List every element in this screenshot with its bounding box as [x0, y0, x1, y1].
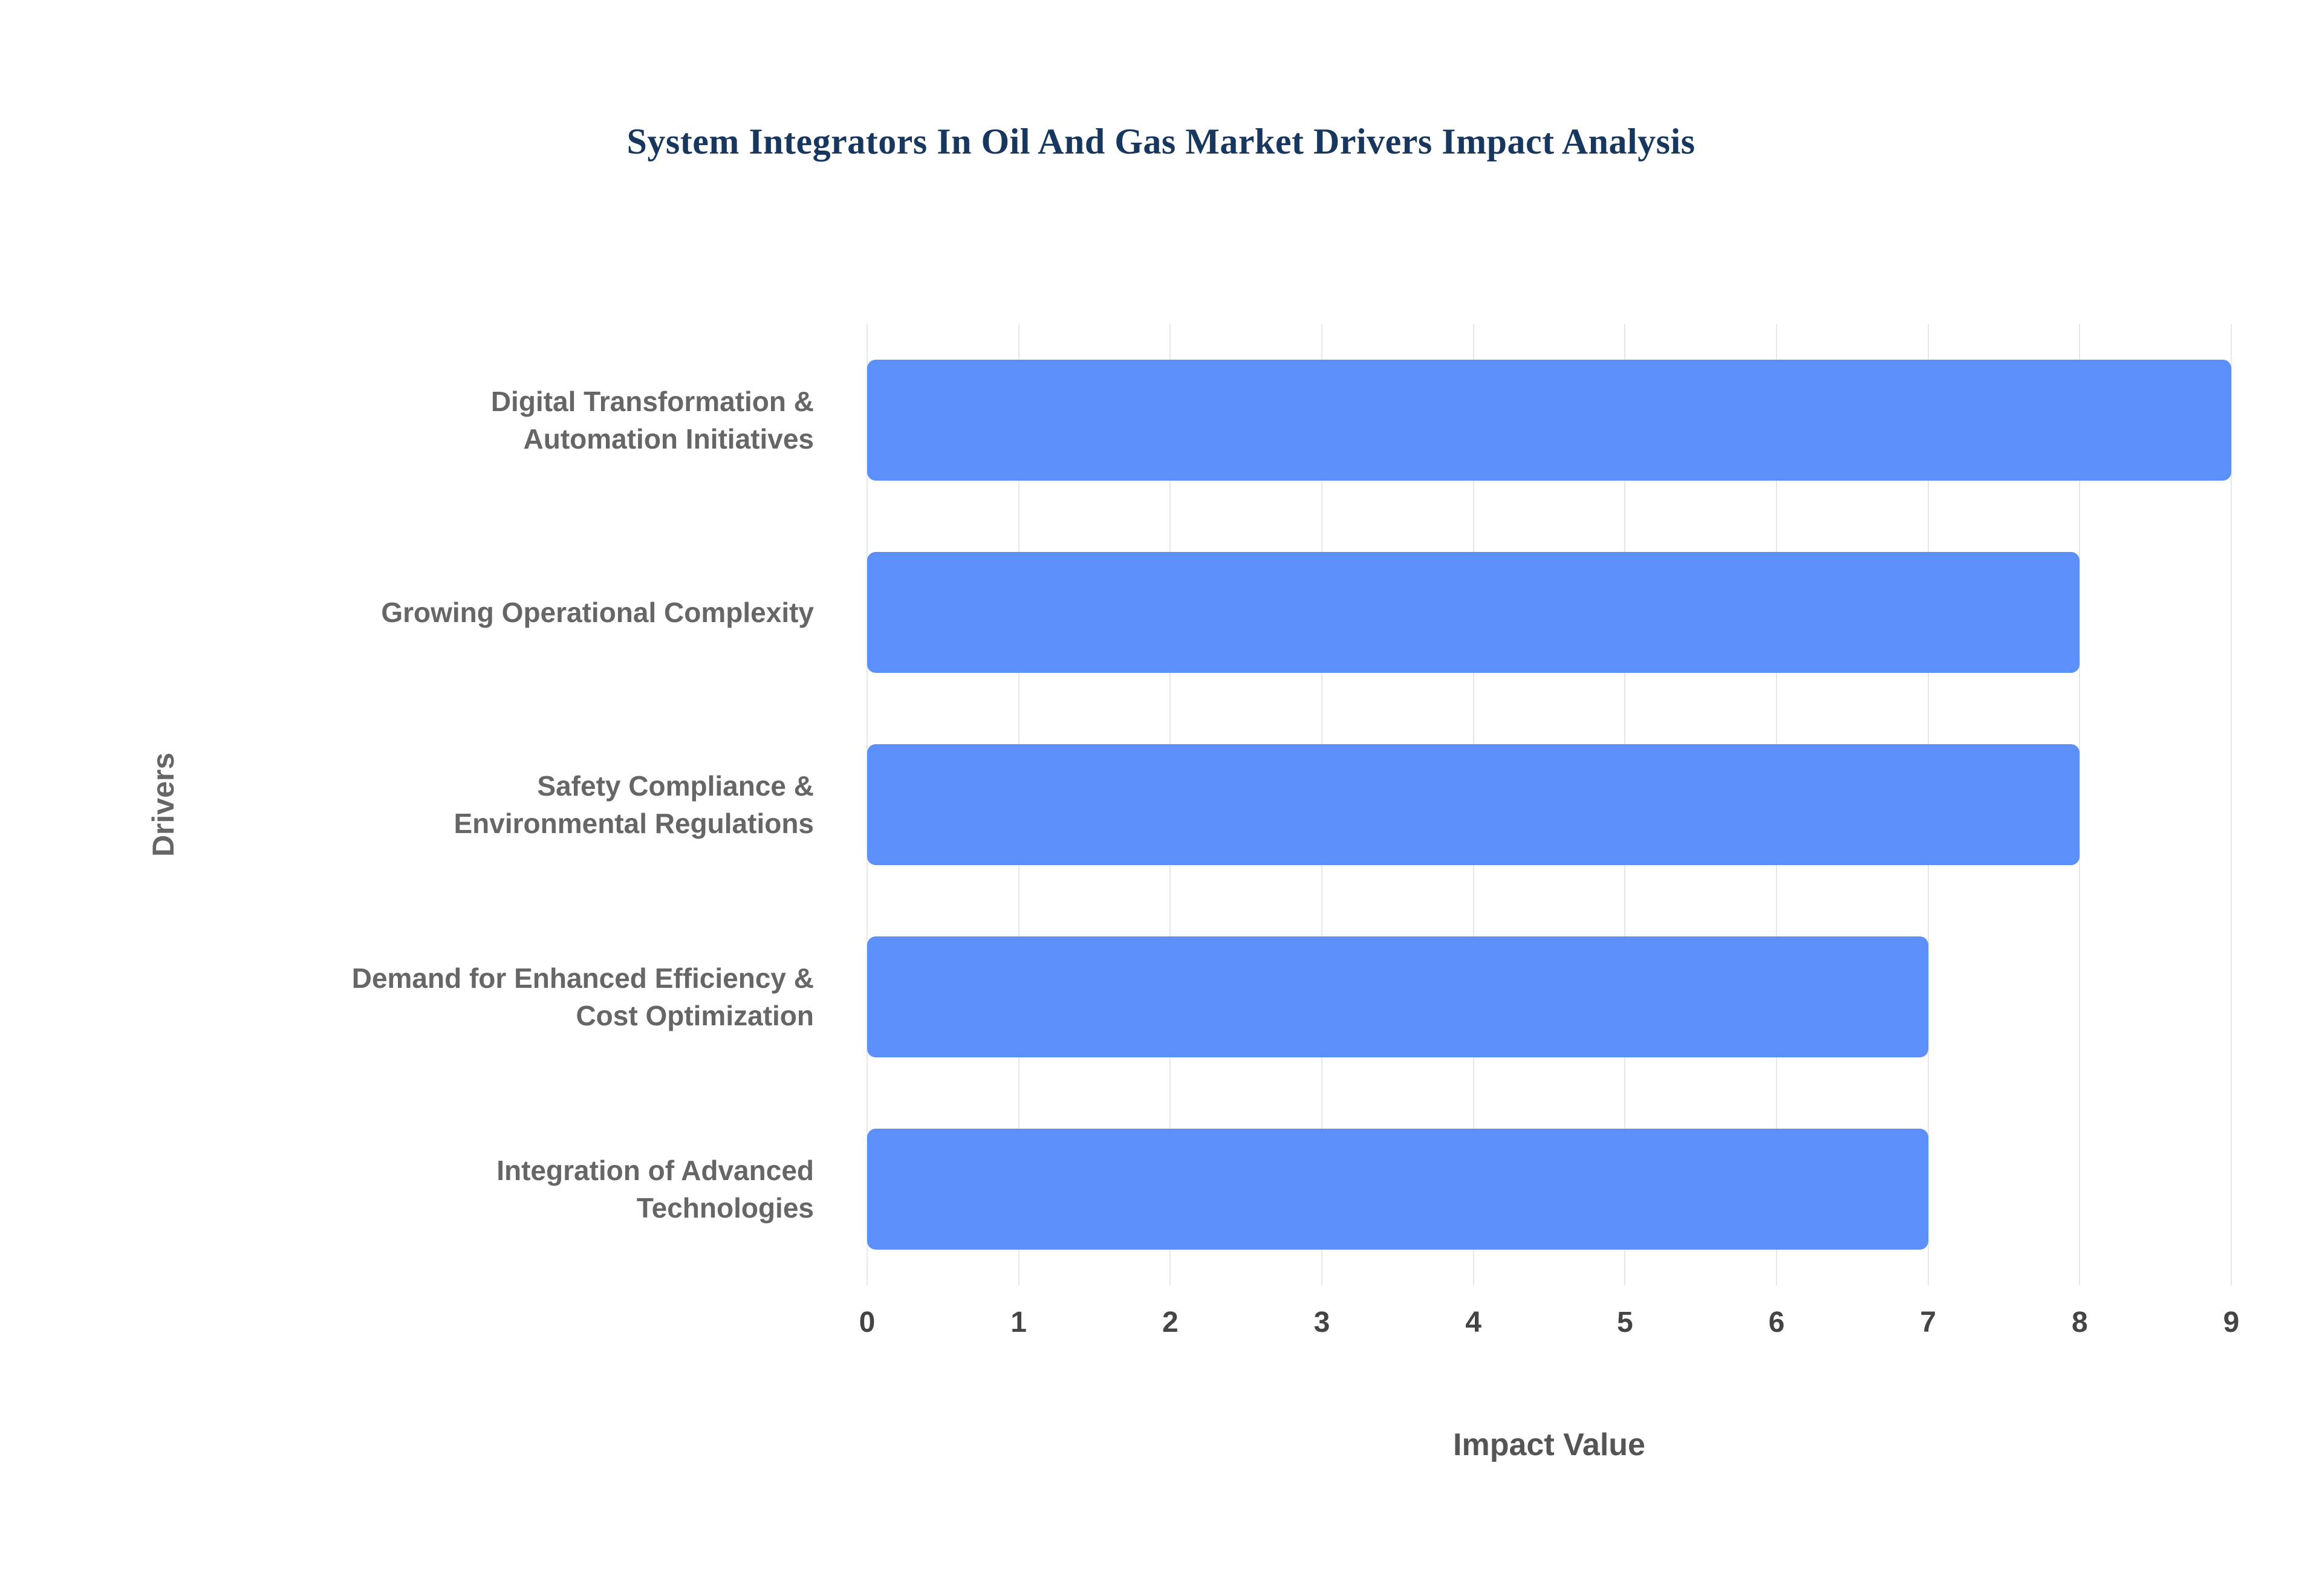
category-label: Demand for Enhanced Efficiency & Cost Op…	[351, 962, 814, 1031]
category-label: Safety Compliance & Environmental Regula…	[454, 770, 814, 839]
bar-row	[867, 516, 2231, 709]
x-tick-label: 2	[1162, 1306, 1179, 1338]
gridline	[2079, 324, 2081, 1285]
x-tick-label: 1	[1010, 1306, 1027, 1338]
plot-area	[867, 324, 2232, 1285]
category-label: Integration of Advanced Technologies	[496, 1154, 814, 1224]
bar-row	[867, 324, 2231, 516]
bar-advanced-technologies	[867, 1129, 1928, 1250]
x-axis-ticks: 0 1 2 3 4 5 6 7 8 9	[859, 1306, 2240, 1348]
bar-row	[867, 901, 2231, 1093]
bar-series	[867, 324, 2231, 1285]
x-tick-label: 8	[2071, 1306, 2088, 1338]
bar-safety-compliance	[867, 744, 2080, 865]
bar-row	[867, 709, 2231, 901]
category-label: Digital Transformation & Automation Init…	[490, 385, 814, 455]
y-axis-title: Drivers	[127, 324, 200, 1285]
bar-row	[867, 1093, 2231, 1285]
gridline	[2231, 324, 2232, 1285]
x-tick-label: 7	[1920, 1306, 1937, 1338]
bar-digital-transformation	[867, 360, 2231, 481]
y-axis-title-text: Drivers	[146, 752, 180, 857]
x-tick-label: 5	[1616, 1306, 1633, 1338]
chart-title: System Integrators In Oil And Gas Market…	[626, 122, 1696, 161]
x-tick-label: 9	[2223, 1306, 2240, 1338]
x-tick-label: 0	[859, 1306, 876, 1338]
bar-operational-complexity	[867, 552, 2080, 673]
category-axis: Digital Transformation & Automation Init…	[339, 324, 841, 1285]
bar-enhanced-efficiency	[867, 936, 1928, 1057]
x-axis-title: Impact Value	[1453, 1427, 1645, 1462]
x-tick-label: 4	[1465, 1306, 1482, 1338]
category-label: Growing Operational Complexity	[381, 596, 814, 628]
x-tick-label: 6	[1768, 1306, 1785, 1338]
x-tick-label: 3	[1313, 1306, 1330, 1338]
